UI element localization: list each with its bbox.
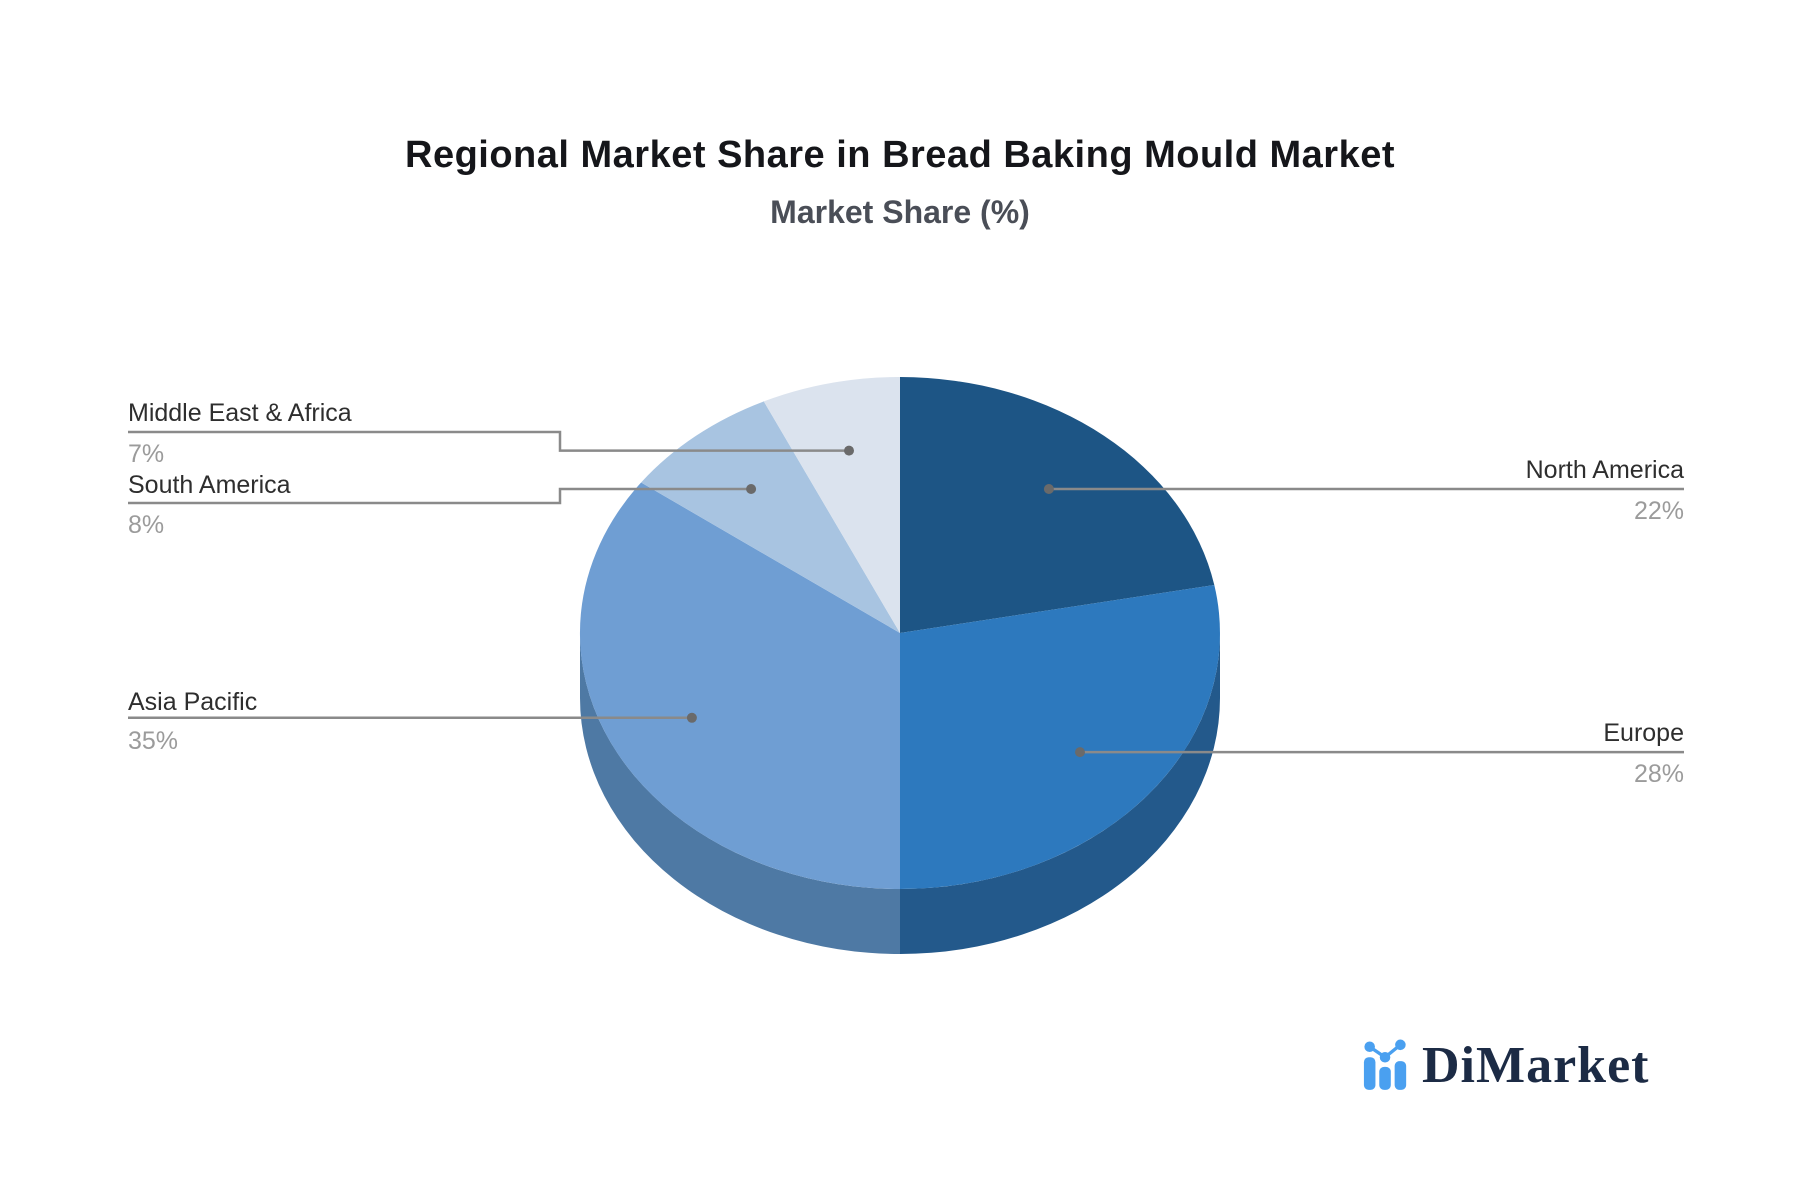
- segment-label-north-america: North America: [1525, 456, 1684, 484]
- chart-title: Regional Market Share in Bread Baking Mo…: [405, 134, 1395, 176]
- callout-anchor-dots: [686, 445, 1085, 758]
- callout-leader-lines: [128, 430, 1684, 754]
- segment-value-asia-pacific: 35%: [128, 727, 179, 755]
- segment-label-asia-pacific: Asia Pacific: [128, 688, 258, 716]
- segment-label-south-america: South America: [128, 471, 291, 499]
- chart-subtitle: Market Share (%): [770, 194, 1030, 230]
- brand-name: DiMarket: [1422, 1037, 1650, 1094]
- segment-label-europe: Europe: [1603, 719, 1684, 747]
- segment-value-europe: 28%: [1633, 760, 1684, 788]
- segment-value-middle-east-africa: 7%: [128, 440, 165, 468]
- pie-slices: [579, 377, 1220, 889]
- bar-line-chart-logo-icon: [1363, 1039, 1407, 1090]
- segment-label-middle-east-africa: Middle East & Africa: [128, 399, 352, 427]
- brand-logo: DiMarket: [1362, 1038, 1649, 1094]
- segment-value-south-america: 8%: [128, 511, 165, 539]
- pie-3d-side: [580, 633, 1220, 954]
- segment-value-north-america: 22%: [1633, 497, 1684, 525]
